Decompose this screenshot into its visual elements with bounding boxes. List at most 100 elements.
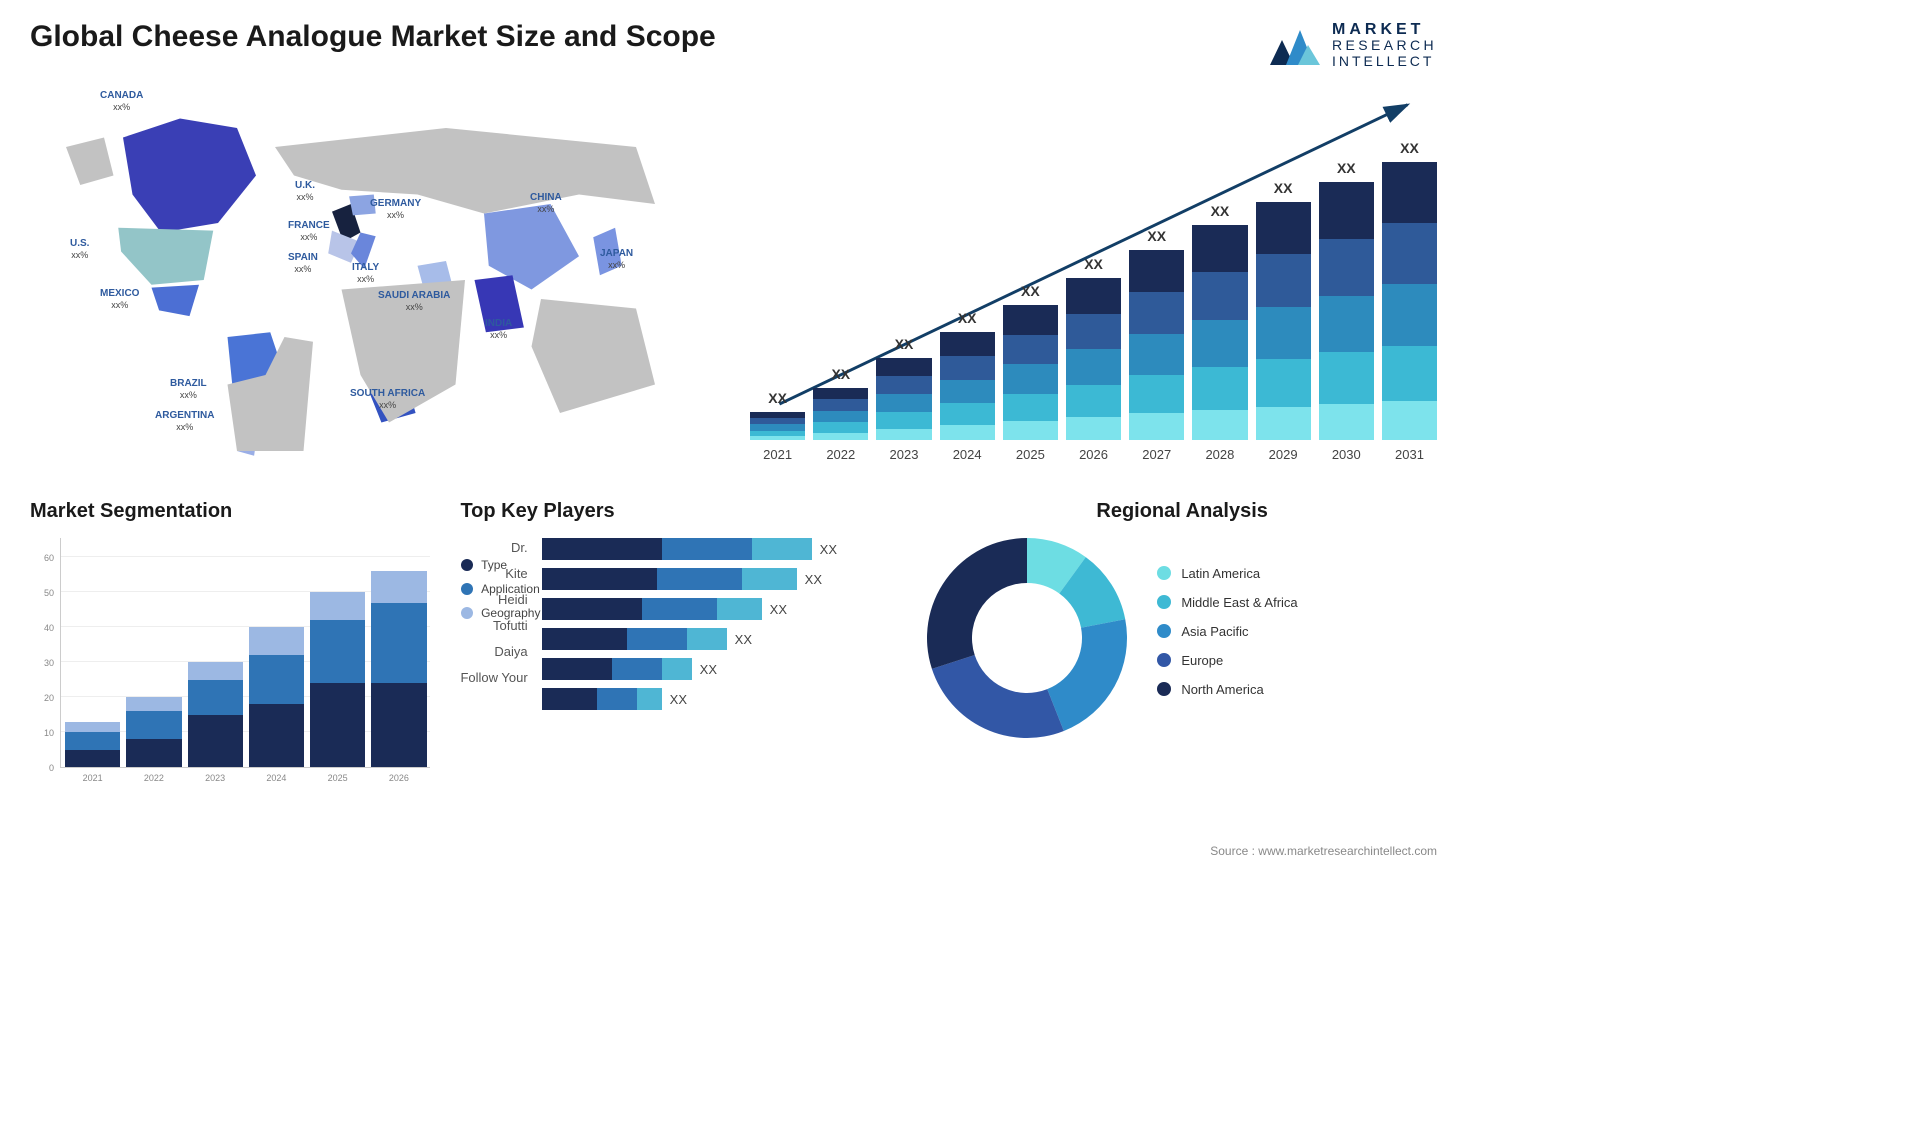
main-chart-segment <box>1003 421 1058 440</box>
main-chart-value-label: XX <box>1274 180 1293 196</box>
main-chart-year-label: 2023 <box>890 447 919 462</box>
seg-segment <box>371 683 426 767</box>
country-label: CHINAxx% <box>530 192 562 215</box>
main-chart-value-label: XX <box>831 366 850 382</box>
logo-line2: RESEARCH <box>1332 38 1437 53</box>
main-chart-year-label: 2022 <box>826 447 855 462</box>
country-label: SAUDI ARABIAxx% <box>378 290 450 313</box>
seg-segment <box>65 732 120 750</box>
player-segment <box>662 658 692 680</box>
main-chart-value-label: XX <box>1147 228 1166 244</box>
main-chart-segment <box>1129 250 1184 292</box>
seg-segment <box>249 655 304 704</box>
main-chart-segment <box>876 394 931 412</box>
player-segment <box>542 538 662 560</box>
regional-legend-item: Latin America <box>1157 566 1297 581</box>
main-chart-segment <box>1382 401 1437 440</box>
segmentation-title: Market Segmentation <box>30 500 430 523</box>
seg-segment <box>65 750 120 768</box>
player-name: Daiya <box>460 644 527 659</box>
main-chart-value-label: XX <box>958 310 977 326</box>
logo-icon <box>1268 20 1322 70</box>
player-row: XX <box>542 688 898 710</box>
donut-chart <box>927 538 1127 738</box>
main-chart-segment <box>1129 292 1184 334</box>
player-row: XX <box>542 658 898 680</box>
player-row: XX <box>542 628 898 650</box>
main-chart-year-label: 2030 <box>1332 447 1361 462</box>
seg-segment <box>126 697 181 711</box>
country-label: ARGENTINAxx% <box>155 410 214 433</box>
player-segment <box>662 538 752 560</box>
players-title: Top Key Players <box>460 500 897 523</box>
main-chart-bar: XX2029 <box>1256 202 1311 440</box>
main-chart-segment <box>876 412 931 428</box>
main-chart-value-label: XX <box>1211 203 1230 219</box>
main-chart-year-label: 2026 <box>1079 447 1108 462</box>
main-chart-segment <box>876 429 931 440</box>
map-region <box>532 299 656 413</box>
main-chart-segment <box>813 422 868 432</box>
logo: MARKET RESEARCH INTELLECT <box>1268 20 1437 70</box>
main-chart-segment <box>1256 407 1311 440</box>
country-label: CANADAxx% <box>100 90 143 113</box>
regional-chart: Latin America Middle East & Africa Asia Pa… <box>927 538 1437 738</box>
main-chart-value-label: XX <box>1400 140 1419 156</box>
main-chart-segment <box>1003 335 1058 365</box>
segmentation-panel: Market Segmentation 0102030405060 202120… <box>30 500 430 768</box>
seg-bar: 2025 <box>310 592 365 767</box>
main-chart-segment <box>1382 223 1437 284</box>
seg-segment <box>371 603 426 684</box>
main-chart-segment <box>940 425 995 440</box>
logo-line1: MARKET <box>1332 21 1437 39</box>
country-label: ITALYxx% <box>352 262 379 285</box>
player-segment <box>612 658 662 680</box>
country-label: FRANCExx% <box>288 220 330 243</box>
main-chart-value-label: XX <box>1021 283 1040 299</box>
main-chart-bar: XX2030 <box>1319 182 1374 440</box>
player-bar <box>542 688 662 710</box>
player-value: XX <box>735 632 752 647</box>
regional-legend-item: Asia Pacific <box>1157 624 1297 639</box>
player-segment <box>542 688 597 710</box>
main-chart-segment <box>1192 272 1247 319</box>
regional-legend-item: Europe <box>1157 653 1297 668</box>
player-value: XX <box>700 662 717 677</box>
main-chart-year-label: 2028 <box>1205 447 1234 462</box>
seg-segment <box>188 662 243 680</box>
player-segment <box>742 568 797 590</box>
main-chart-bar: XX2031 <box>1382 162 1437 440</box>
source-attribution: Source : www.marketresearchintellect.com <box>1210 844 1437 858</box>
player-segment <box>657 568 742 590</box>
players-bars: XXXXXXXXXXXX <box>542 538 898 710</box>
main-chart-bar: XX2025 <box>1003 305 1058 440</box>
country-label: U.K.xx% <box>295 180 315 203</box>
main-chart-segment <box>1192 367 1247 410</box>
main-chart-segment <box>1382 346 1437 402</box>
main-chart-segment <box>1256 359 1311 407</box>
bottom-row: Market Segmentation 0102030405060 202120… <box>30 500 1437 768</box>
main-chart-year-label: 2031 <box>1395 447 1424 462</box>
seg-ytick: 50 <box>44 588 54 598</box>
players-panel: Top Key Players Dr.KiteHeidiTofuttiDaiya… <box>460 500 897 768</box>
main-chart-bar: XX2028 <box>1192 225 1247 440</box>
main-chart-segment <box>813 433 868 440</box>
main-chart-value-label: XX <box>895 336 914 352</box>
main-chart-segment <box>1129 413 1184 440</box>
main-chart-segment <box>1066 314 1121 350</box>
regional-legend: Latin America Middle East & Africa Asia Pa… <box>1157 566 1297 711</box>
player-row: XX <box>542 568 898 590</box>
main-chart-segment <box>1066 385 1121 417</box>
map-region <box>123 119 256 233</box>
seg-xlabel: 2023 <box>205 773 225 783</box>
main-chart-segment <box>1003 305 1058 335</box>
main-chart-segment <box>1256 307 1311 359</box>
seg-xlabel: 2025 <box>328 773 348 783</box>
main-chart-segment <box>1003 364 1058 394</box>
seg-segment <box>310 683 365 767</box>
main-chart-segment <box>1256 202 1311 254</box>
player-bar <box>542 658 692 680</box>
main-chart-segment <box>1003 394 1058 421</box>
main-chart-segment <box>1319 296 1374 353</box>
regional-legend-item: Middle East & Africa <box>1157 595 1297 610</box>
